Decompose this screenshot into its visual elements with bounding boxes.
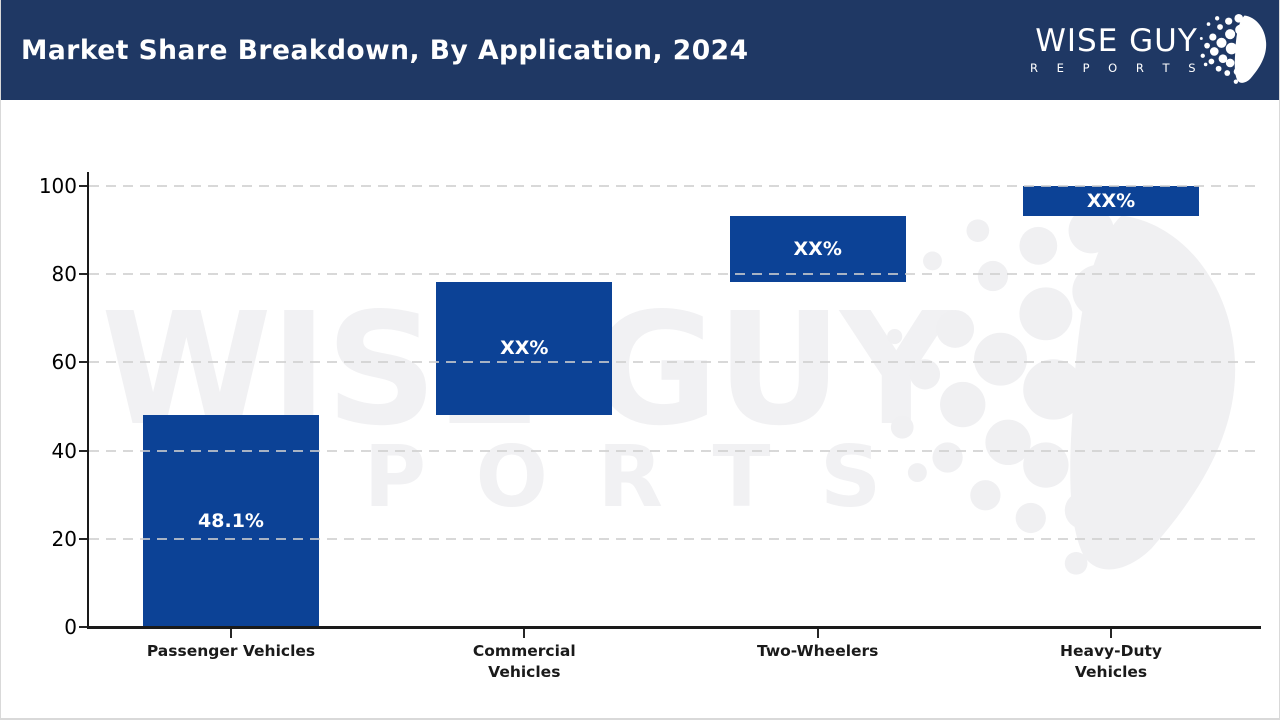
watermark-head-icon bbox=[887, 208, 1236, 575]
gridline-20 bbox=[89, 537, 1259, 540]
ytick-60 bbox=[79, 361, 89, 364]
bar-value-label: 48.1% bbox=[198, 509, 264, 532]
bar-value-label: XX% bbox=[500, 337, 549, 360]
ytick-label-20: 20 bbox=[51, 526, 77, 551]
ytick-label-60: 60 bbox=[51, 350, 77, 375]
gridline-60 bbox=[89, 361, 1259, 364]
x-axis-line bbox=[87, 626, 1261, 629]
category-label-heavy-duty-vehicles: Heavy-Duty Vehicles bbox=[1060, 642, 1162, 681]
logo-subtext: R E P O R T S bbox=[1030, 60, 1203, 75]
gridline-80 bbox=[89, 273, 1259, 276]
bar-value-label: XX% bbox=[1086, 190, 1136, 213]
ytick-label-80: 80 bbox=[51, 262, 77, 287]
wiseguy-logo: WISE GUY R E P O R T S bbox=[1030, 8, 1269, 92]
gridline-40 bbox=[89, 449, 1259, 452]
wiseguy-head-icon bbox=[1199, 14, 1267, 84]
y-axis-line bbox=[87, 172, 89, 629]
xtick-1 bbox=[523, 629, 526, 638]
ytick-label-40: 40 bbox=[51, 438, 77, 463]
ytick-20 bbox=[79, 537, 89, 540]
ytick-0 bbox=[79, 626, 89, 628]
ytick-label-100: 100 bbox=[38, 174, 77, 198]
header-bar: Market Share Breakdown, By Application, … bbox=[1, 0, 1279, 100]
bar-two-wheelers: XX% bbox=[729, 216, 906, 282]
xtick-3 bbox=[1110, 629, 1112, 638]
logo-wordmark: WISE GUY bbox=[1035, 22, 1198, 59]
ytick-label-0: 0 bbox=[64, 615, 77, 639]
bar-value-label: XX% bbox=[793, 238, 842, 261]
category-label-commercial-vehicles: Commercial Vehicles bbox=[472, 642, 576, 681]
bar-passenger-vehicles: 48.1% bbox=[143, 414, 319, 627]
logo-text: WISE GUY R E P O R T S bbox=[1030, 22, 1203, 75]
bar-commercial-vehicles: XX% bbox=[436, 281, 613, 415]
ytick-40 bbox=[79, 449, 89, 452]
bar-heavy-duty-vehicles: XX% bbox=[1023, 186, 1199, 217]
xtick-2 bbox=[816, 629, 819, 638]
category-label-passenger-vehicles: Passenger Vehicles bbox=[146, 642, 316, 660]
category-label-two-wheelers: Two-Wheelers bbox=[756, 642, 879, 660]
ytick-80 bbox=[79, 273, 89, 276]
gridline-100 bbox=[89, 185, 1259, 187]
ytick-100 bbox=[79, 185, 89, 187]
xtick-0 bbox=[230, 629, 232, 638]
page-title: Market Share Breakdown, By Application, … bbox=[21, 34, 749, 66]
